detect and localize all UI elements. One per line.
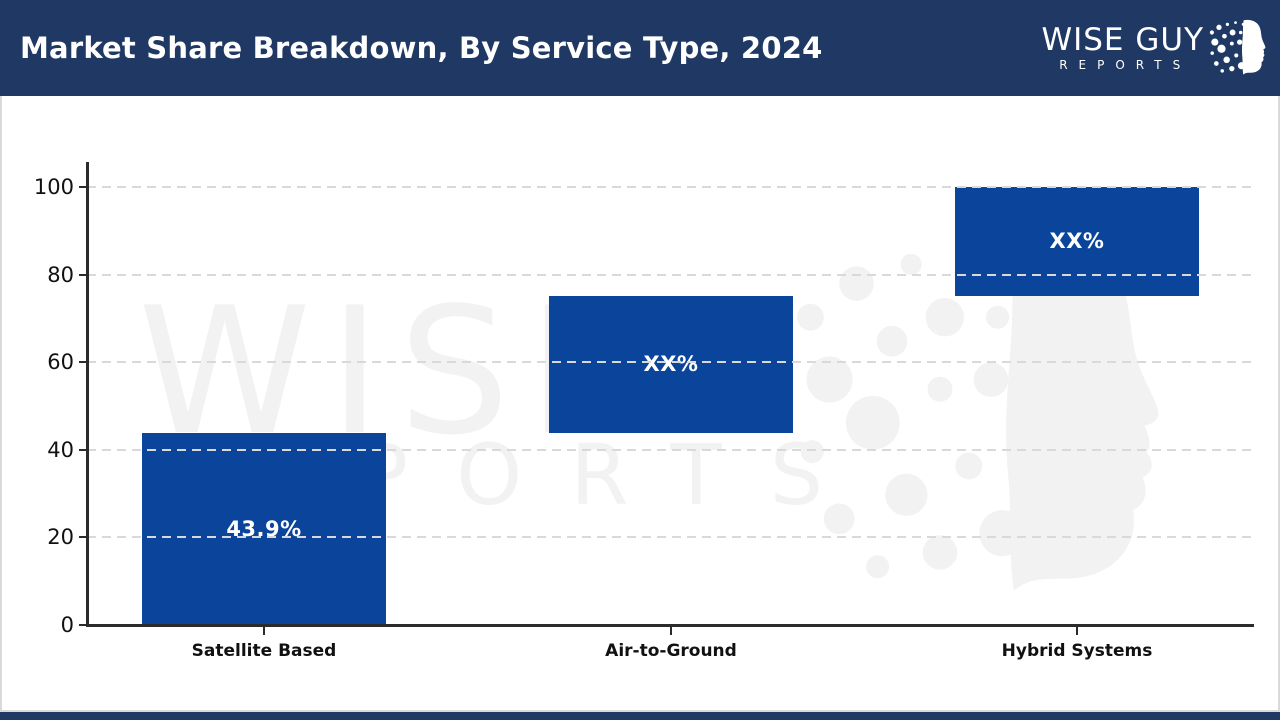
bar-hybrid-systems: XX% xyxy=(955,187,1199,296)
brand-name: WISE GUY xyxy=(1041,21,1204,58)
page-title: Market Share Breakdown, By Service Type,… xyxy=(20,31,823,65)
y-tick-label-40: 40 xyxy=(47,437,74,462)
x-axis-label-satellite-based: Satellite Based xyxy=(191,641,337,661)
y-tick-label-100: 100 xyxy=(33,175,74,199)
y-axis-line xyxy=(86,162,89,627)
gridline-60 xyxy=(87,361,1253,364)
brand-logo-text: WISE GUY REPORTS xyxy=(1041,24,1204,73)
bar-satellite-based: 43.9% xyxy=(142,432,386,625)
y-tick-mark-60 xyxy=(79,361,87,364)
x-tick-mark-satellite-based xyxy=(263,627,265,635)
footer-bar xyxy=(0,712,1280,720)
x-tick-mark-hybrid-systems xyxy=(1076,627,1078,635)
gridline-80 xyxy=(87,273,1253,276)
gridline-40 xyxy=(87,448,1253,451)
bar-value-label: XX% xyxy=(643,352,699,377)
y-tick-mark-100 xyxy=(79,186,87,188)
y-tick-mark-0 xyxy=(79,624,87,626)
y-tick-label-60: 60 xyxy=(47,350,74,375)
y-tick-label-0: 0 xyxy=(60,613,74,637)
brand-logo: WISE GUY REPORTS xyxy=(1041,11,1280,85)
y-tick-mark-40 xyxy=(79,448,87,451)
gridline-20 xyxy=(87,536,1253,539)
y-tick-label-80: 80 xyxy=(47,262,74,287)
x-tick-mark-air-to-ground xyxy=(670,627,672,635)
y-tick-mark-80 xyxy=(79,273,87,276)
brand-subtitle: REPORTS xyxy=(1059,58,1192,73)
header-band: Market Share Breakdown, By Service Type,… xyxy=(0,0,1280,96)
x-axis-label-air-to-ground: Air-to-Ground xyxy=(605,641,737,661)
gridline-100 xyxy=(87,186,1253,188)
x-axis-label-hybrid-systems: Hybrid Systems xyxy=(1001,641,1153,661)
y-tick-label-20: 20 xyxy=(47,525,74,550)
bar-value-label: XX% xyxy=(1049,229,1105,254)
bar-air-to-ground: XX% xyxy=(549,295,793,433)
x-axis-line xyxy=(86,624,1254,627)
y-tick-mark-20 xyxy=(79,536,87,539)
